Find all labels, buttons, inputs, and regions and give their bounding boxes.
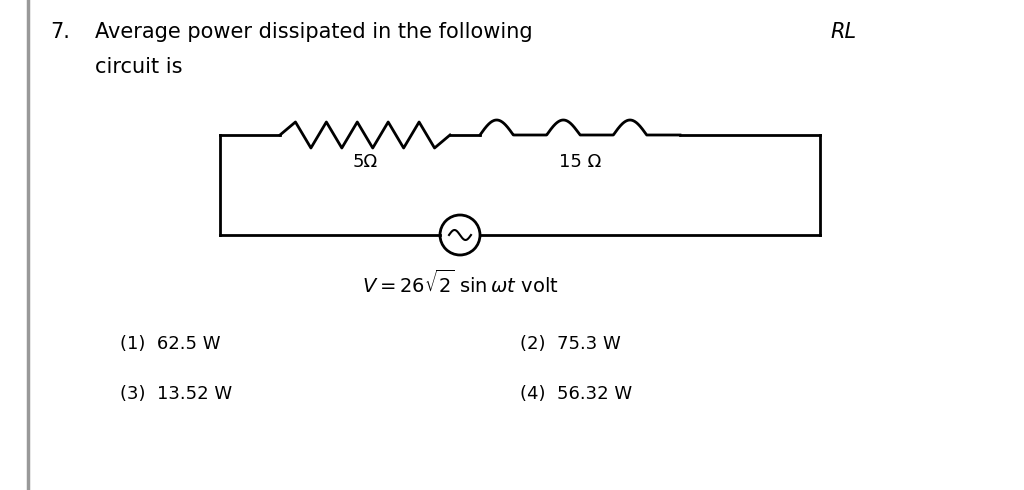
- Text: circuit is: circuit is: [95, 57, 182, 77]
- Text: 7.: 7.: [50, 22, 70, 42]
- Text: $V = 26\sqrt{2}\ \sin\omega t\ \mathrm{volt}$: $V = 26\sqrt{2}\ \sin\omega t\ \mathrm{v…: [361, 270, 558, 297]
- Text: 15 Ω: 15 Ω: [559, 153, 601, 171]
- Text: (3)  13.52 W: (3) 13.52 W: [120, 385, 232, 403]
- Text: Average power dissipated in the following: Average power dissipated in the followin…: [95, 22, 540, 42]
- Text: RL: RL: [830, 22, 856, 42]
- Text: (1)  62.5 W: (1) 62.5 W: [120, 335, 220, 353]
- Text: 5Ω: 5Ω: [352, 153, 378, 171]
- Text: (2)  75.3 W: (2) 75.3 W: [520, 335, 621, 353]
- Text: (4)  56.32 W: (4) 56.32 W: [520, 385, 632, 403]
